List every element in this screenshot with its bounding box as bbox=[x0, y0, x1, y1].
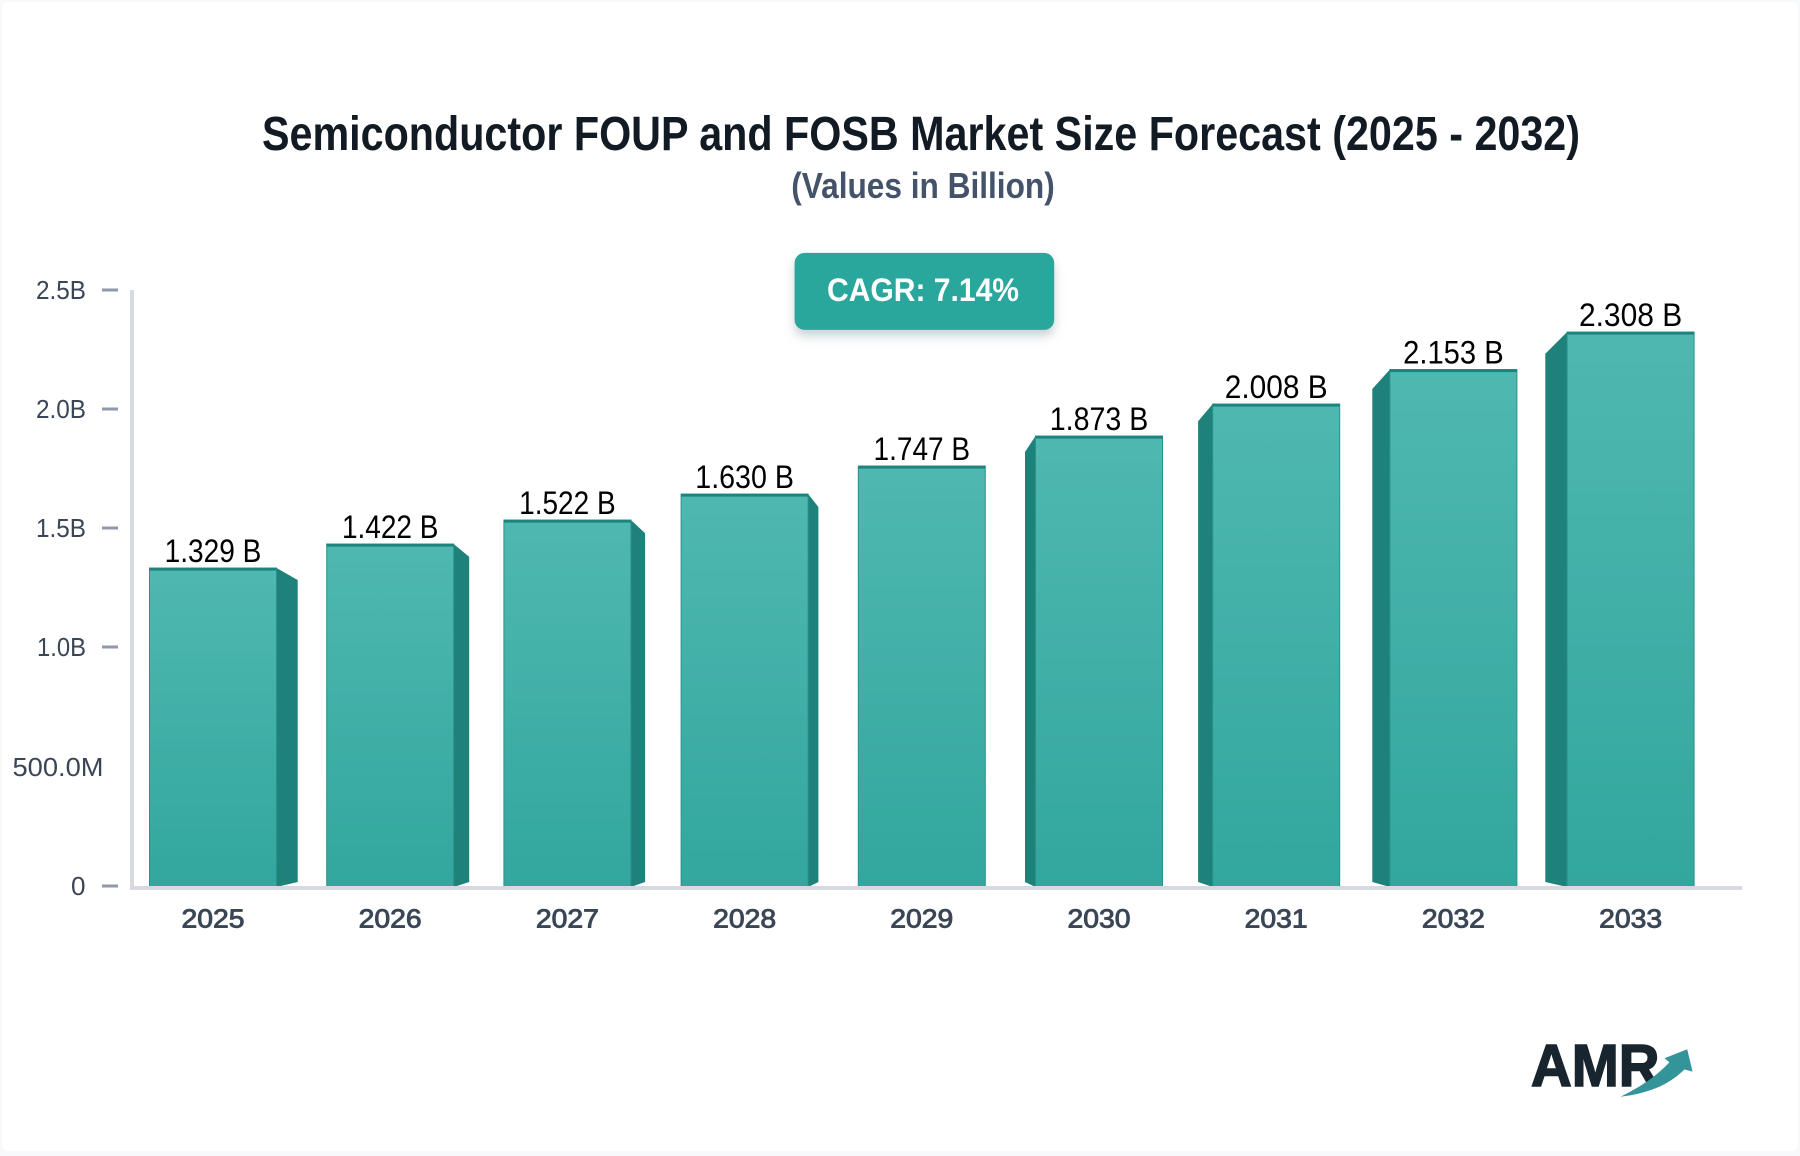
svg-text:2.5B: 2.5B bbox=[36, 275, 86, 305]
svg-text:2.153 B: 2.153 B bbox=[1403, 335, 1504, 371]
svg-text:2031: 2031 bbox=[1245, 904, 1308, 934]
svg-text:2030: 2030 bbox=[1068, 904, 1131, 934]
svg-text:2032: 2032 bbox=[1422, 904, 1485, 934]
svg-text:2029: 2029 bbox=[890, 904, 953, 934]
svg-text:2026: 2026 bbox=[359, 904, 422, 934]
svg-text:1.873 B: 1.873 B bbox=[1050, 401, 1149, 437]
svg-text:0: 0 bbox=[71, 871, 86, 901]
svg-text:1.329 B: 1.329 B bbox=[165, 533, 262, 569]
svg-text:1.422 B: 1.422 B bbox=[342, 509, 439, 545]
svg-text:500.0M: 500.0M bbox=[13, 752, 104, 782]
svg-text:(Values in Billion): (Values in Billion) bbox=[791, 165, 1055, 206]
svg-text:2028: 2028 bbox=[713, 904, 776, 934]
svg-text:2025: 2025 bbox=[182, 904, 245, 934]
svg-text:2.008 B: 2.008 B bbox=[1225, 369, 1328, 405]
svg-text:2033: 2033 bbox=[1599, 904, 1662, 934]
svg-text:2027: 2027 bbox=[536, 904, 599, 934]
svg-text:2.308 B: 2.308 B bbox=[1579, 297, 1682, 333]
svg-text:1.630 B: 1.630 B bbox=[695, 459, 794, 495]
svg-text:AMR: AMR bbox=[1531, 1033, 1660, 1099]
svg-text:1.0B: 1.0B bbox=[37, 632, 86, 662]
svg-text:CAGR: 7.14%: CAGR: 7.14% bbox=[827, 272, 1019, 308]
svg-text:1.522 B: 1.522 B bbox=[519, 485, 616, 521]
svg-text:2.0B: 2.0B bbox=[36, 394, 86, 424]
svg-text:1.747 B: 1.747 B bbox=[874, 431, 971, 467]
svg-text:Semiconductor FOUP and FOSB Ma: Semiconductor FOUP and FOSB Market Size … bbox=[262, 108, 1580, 161]
svg-text:1.5B: 1.5B bbox=[36, 513, 86, 543]
